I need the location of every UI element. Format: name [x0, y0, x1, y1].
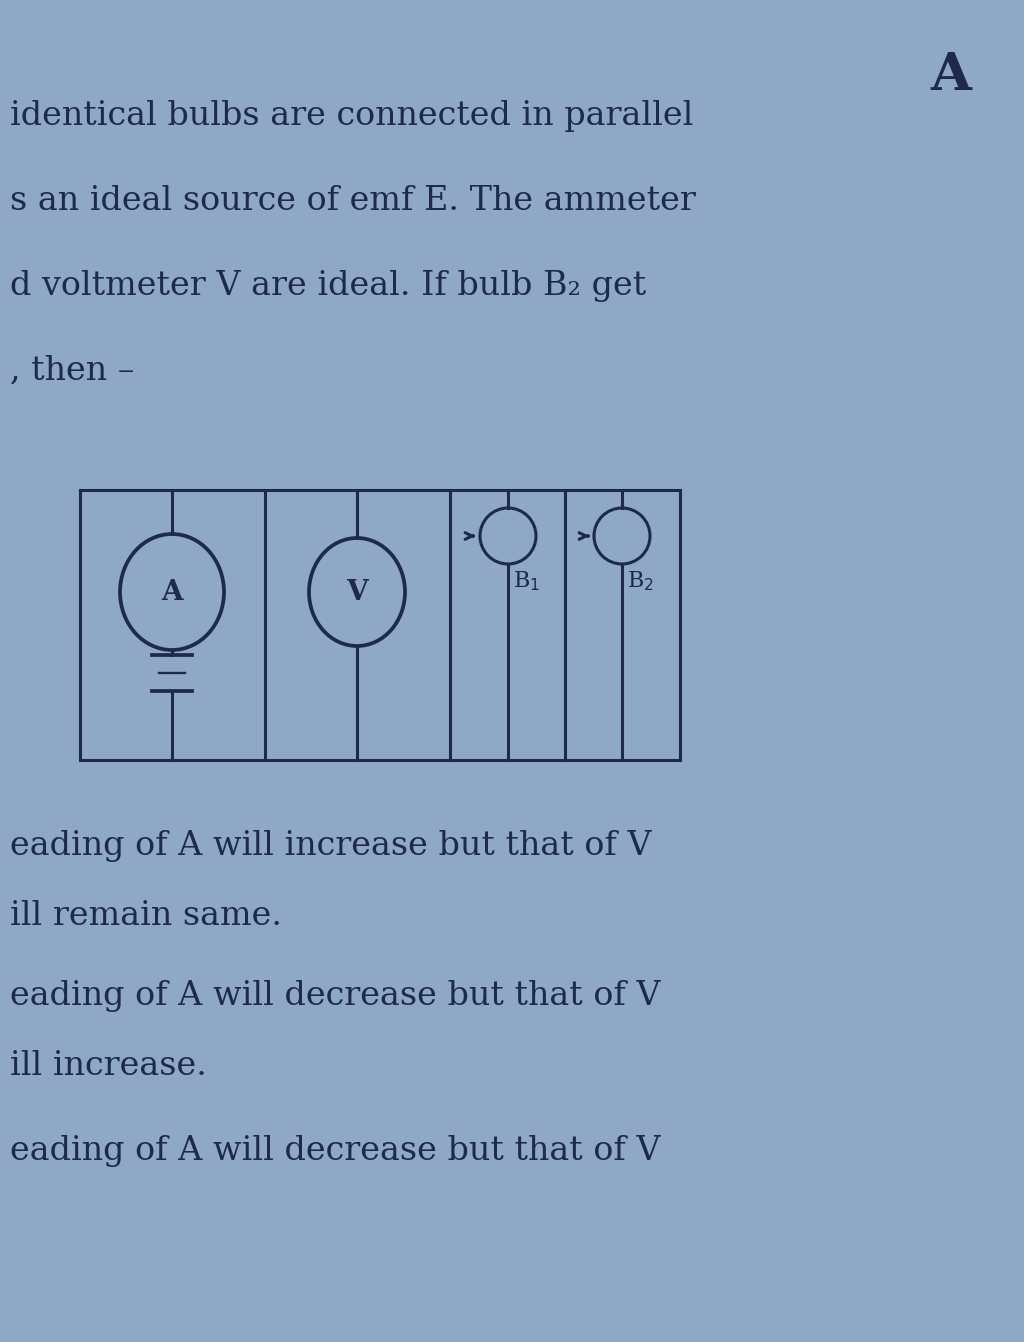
Text: , then –: , then – [10, 356, 134, 386]
Text: V: V [346, 578, 368, 605]
Text: identical bulbs are connected in parallel: identical bulbs are connected in paralle… [10, 101, 693, 132]
Text: A: A [930, 50, 971, 101]
Text: ill remain same.: ill remain same. [10, 900, 282, 931]
Text: eading of A will decrease but that of V: eading of A will decrease but that of V [10, 1135, 660, 1168]
Text: s an ideal source of emf E. The ammeter: s an ideal source of emf E. The ammeter [10, 185, 696, 217]
Text: B$_2$: B$_2$ [627, 569, 653, 593]
Text: ill increase.: ill increase. [10, 1049, 207, 1082]
Text: A: A [161, 578, 183, 605]
Text: eading of A will increase but that of V: eading of A will increase but that of V [10, 829, 651, 862]
Text: d voltmeter V are ideal. If bulb B₂ get: d voltmeter V are ideal. If bulb B₂ get [10, 270, 646, 302]
Text: eading of A will decrease but that of V: eading of A will decrease but that of V [10, 980, 660, 1012]
Text: B$_1$: B$_1$ [513, 569, 540, 593]
